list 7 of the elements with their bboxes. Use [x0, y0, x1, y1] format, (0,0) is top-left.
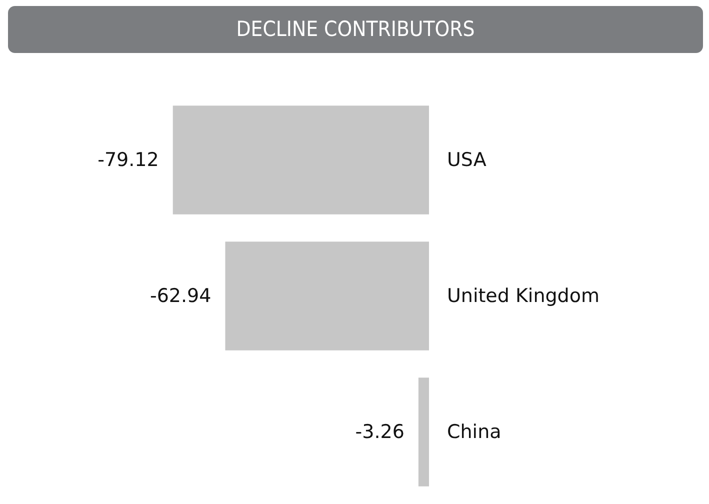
data-label: -3.26	[355, 421, 404, 443]
data-label: -79.12	[98, 149, 159, 171]
chart-title: DECLINE CONTRIBUTORS	[8, 6, 703, 53]
y-tick-label: China	[447, 421, 502, 443]
y-tick-label: USA	[447, 149, 486, 171]
y-tick-label: United Kingdom	[447, 285, 600, 307]
data-label: -62.94	[150, 285, 212, 307]
